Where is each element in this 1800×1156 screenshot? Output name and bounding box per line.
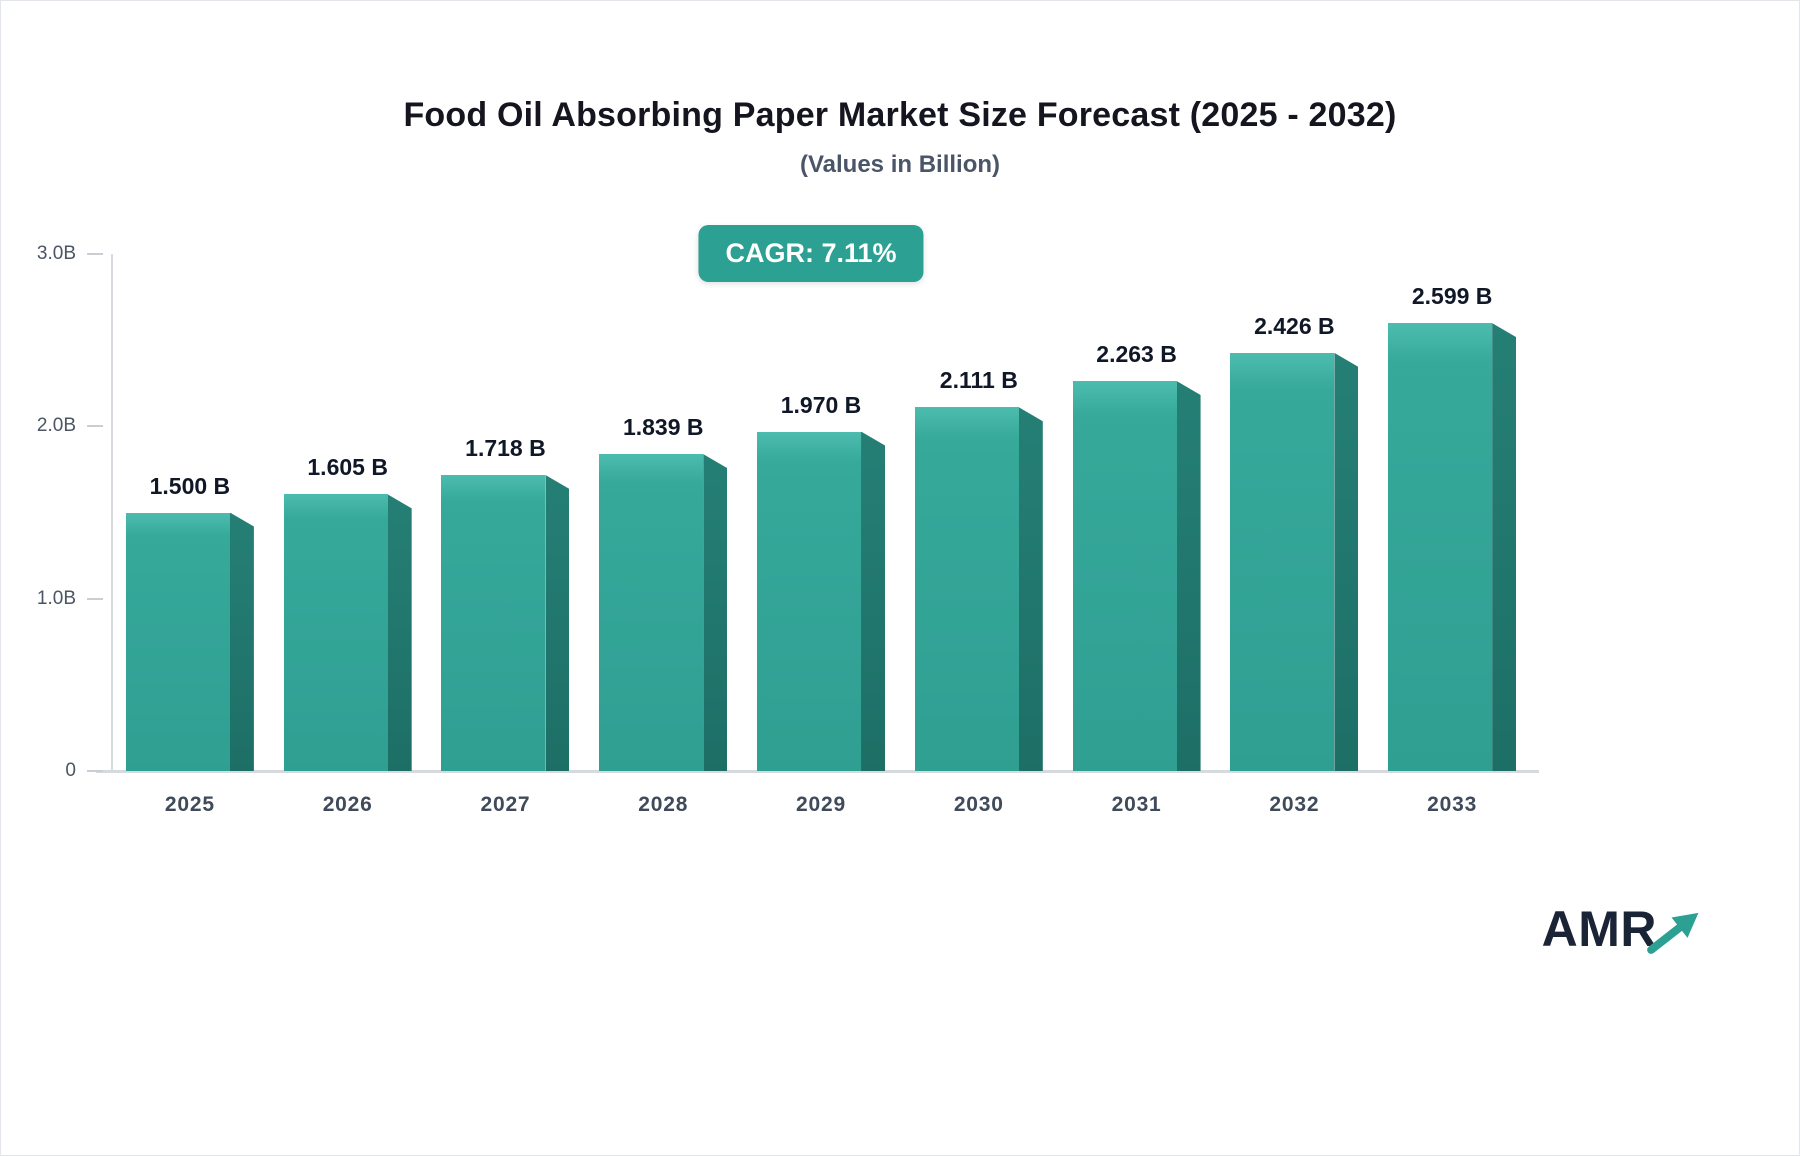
tick-mark bbox=[87, 770, 103, 772]
bar-face bbox=[441, 474, 546, 771]
bar-face bbox=[283, 494, 388, 771]
bar-group: 2.263 B 2031 bbox=[1058, 254, 1216, 816]
bar-face bbox=[1072, 381, 1177, 771]
bar-value-label: 2.263 B bbox=[1096, 341, 1177, 368]
bar-group: 2.426 B 2032 bbox=[1215, 254, 1373, 816]
bar-value-label: 1.970 B bbox=[780, 391, 862, 418]
bar bbox=[757, 431, 886, 771]
plot-area: 0 1.0B 2.0B 3.0B 1.500 B 2025 1.605 B 2026 1.71… bbox=[37, 243, 1539, 816]
logo-text: AMR bbox=[1541, 901, 1657, 957]
bar-side-shadow bbox=[1334, 352, 1359, 771]
bar-side-shadow bbox=[703, 454, 728, 771]
bar-value-label: 1.839 B bbox=[622, 414, 704, 441]
y-tick-label: 2.0B bbox=[36, 415, 76, 437]
x-axis-label: 2026 bbox=[322, 793, 373, 816]
bar-group: 1.839 B 2028 bbox=[584, 254, 742, 816]
bar-face bbox=[757, 431, 862, 771]
bar-group: 1.500 B 2025 bbox=[111, 254, 269, 816]
bar bbox=[1388, 323, 1517, 771]
bar bbox=[441, 474, 570, 771]
bar-value-label: 2.599 B bbox=[1411, 283, 1493, 310]
y-tick-label: 3.0B bbox=[36, 243, 76, 264]
x-axis-label: 2031 bbox=[1111, 793, 1162, 816]
bar bbox=[914, 407, 1043, 771]
bar-group: 1.605 B 2026 bbox=[269, 254, 427, 816]
x-axis-label: 2027 bbox=[480, 793, 531, 816]
y-tick-label: 0 bbox=[65, 760, 76, 781]
bar bbox=[599, 454, 728, 771]
bar bbox=[283, 494, 412, 771]
bar bbox=[1230, 352, 1359, 771]
bar-face bbox=[914, 407, 1019, 771]
x-axis-label: 2025 bbox=[164, 793, 215, 816]
logo-arrow-icon bbox=[1647, 912, 1699, 954]
cagr-badge: CAGR: 7.11% bbox=[698, 225, 924, 282]
bar-side-shadow bbox=[545, 474, 570, 771]
y-axis-tick: 0 bbox=[34, 760, 111, 782]
bar-side-shadow bbox=[229, 512, 254, 771]
bar-value-label: 2.111 B bbox=[939, 367, 1018, 394]
x-axis-label: 2028 bbox=[638, 793, 689, 816]
bar-value-label: 2.426 B bbox=[1254, 312, 1335, 339]
bar-group: 1.718 B 2027 bbox=[427, 254, 585, 816]
chart-title: Food Oil Absorbing Paper Market Size For… bbox=[403, 96, 1397, 134]
bar bbox=[1072, 381, 1201, 771]
bar-value-label: 1.718 B bbox=[465, 434, 546, 461]
x-axis-line bbox=[96, 770, 1539, 773]
bar-side-shadow bbox=[1176, 381, 1201, 771]
tick-mark bbox=[87, 253, 103, 255]
bar-face bbox=[599, 454, 704, 771]
bar bbox=[125, 512, 254, 771]
x-axis-label: 2029 bbox=[796, 793, 846, 816]
y-axis-tick: 3.0B bbox=[34, 243, 111, 265]
chart-subtitle: (Values in Billion) bbox=[799, 151, 1001, 178]
bar-side-shadow bbox=[861, 431, 886, 771]
bar-group: 2.111 B 2030 bbox=[900, 254, 1058, 816]
tick-mark bbox=[87, 597, 103, 600]
bar-side-shadow bbox=[1018, 407, 1043, 771]
bar-value-label: 1.500 B bbox=[149, 472, 231, 499]
x-axis-label: 2032 bbox=[1269, 793, 1320, 816]
amr-logo: AMR bbox=[1542, 897, 1707, 961]
bars-container: 1.500 B 2025 1.605 B 2026 1.718 B 2027 1.839 B… bbox=[111, 254, 1531, 816]
tick-mark bbox=[87, 425, 103, 428]
y-axis-tick: 1.0B bbox=[34, 588, 111, 610]
bar-group: 1.970 B 2029 bbox=[742, 254, 900, 816]
bar-face bbox=[1230, 352, 1335, 771]
bar-side-shadow bbox=[387, 494, 412, 771]
bar-side-shadow bbox=[1492, 323, 1517, 771]
y-axis-line bbox=[111, 254, 113, 771]
bar-group: 2.599 B 2033 bbox=[1373, 254, 1531, 816]
bar-face bbox=[125, 512, 230, 771]
y-tick-label: 1.0B bbox=[36, 587, 76, 609]
bar-face bbox=[1388, 323, 1493, 771]
y-axis-tick: 2.0B bbox=[34, 415, 111, 437]
bar-value-label: 1.605 B bbox=[307, 454, 388, 481]
x-axis-label: 2033 bbox=[1427, 793, 1478, 816]
x-axis-label: 2030 bbox=[953, 793, 1004, 816]
